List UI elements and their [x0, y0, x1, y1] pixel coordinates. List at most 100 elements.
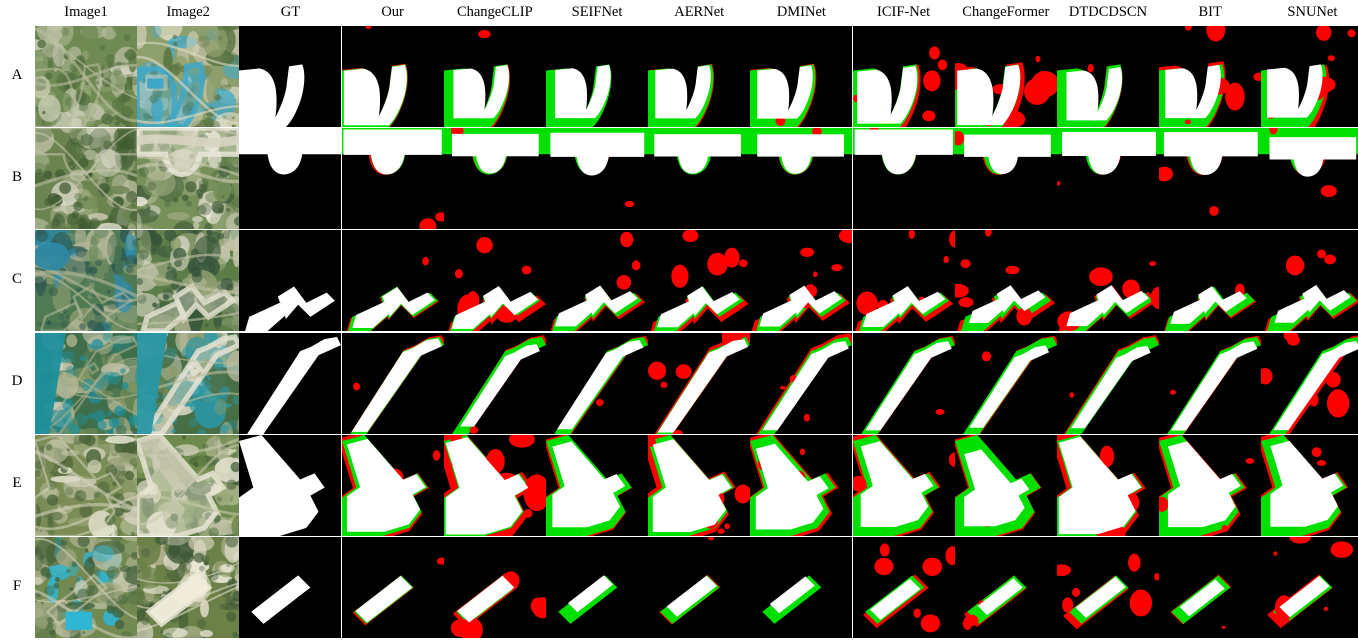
- prediction-mask-C-changeclip: [443, 230, 546, 332]
- prediction-mask-E-changeformer: [954, 434, 1057, 536]
- cell-A-snunet: [1261, 26, 1358, 127]
- cell-D-image1: [35, 332, 137, 434]
- aerial-image-D-image1: [35, 332, 137, 434]
- prediction-mask-D-changeclip: [443, 332, 546, 434]
- prediction-mask-D-icifnet: [852, 332, 955, 434]
- prediction-mask-C-dtdcdscn: [1057, 230, 1159, 332]
- column-header-icifnet: ICIF-Net: [877, 4, 931, 20]
- cell-C-dtdcdscn: [1057, 230, 1159, 332]
- prediction-mask-A-aernet: [648, 26, 751, 127]
- cell-A-seifnet: [546, 26, 648, 127]
- cell-E-snunet: [1261, 434, 1358, 536]
- prediction-mask-F-dminet: [750, 537, 853, 638]
- cell-C-seifnet: [546, 230, 648, 332]
- column-header-our: Our: [381, 4, 404, 20]
- prediction-mask-B-changeformer: [954, 128, 1057, 230]
- prediction-mask-D-changeformer: [954, 332, 1057, 434]
- cell-D-gt: [239, 332, 342, 434]
- aerial-image-A-image1: [35, 26, 137, 127]
- cell-C-aernet: [648, 230, 751, 332]
- prediction-mask-F-our: [341, 537, 444, 638]
- prediction-mask-D-seifnet: [546, 332, 648, 434]
- cell-B-icifnet: [852, 128, 955, 230]
- cell-F-image2: [137, 537, 240, 638]
- column-header-gt: GT: [280, 4, 301, 20]
- ground-truth-mask-A: [239, 26, 342, 127]
- cell-D-snunet: [1261, 332, 1358, 434]
- prediction-mask-F-seifnet: [546, 537, 648, 638]
- aerial-image-A-image2: [137, 26, 240, 127]
- prediction-mask-C-our: [341, 230, 444, 332]
- prediction-mask-A-our: [341, 26, 444, 127]
- prediction-mask-D-dtdcdscn: [1057, 332, 1159, 434]
- prediction-mask-F-dtdcdscn: [1057, 537, 1159, 638]
- cell-D-aernet: [648, 332, 751, 434]
- cell-B-snunet: [1261, 128, 1358, 230]
- prediction-mask-D-snunet: [1261, 332, 1358, 434]
- prediction-mask-F-changeformer: [954, 537, 1057, 638]
- prediction-mask-E-snunet: [1261, 434, 1358, 536]
- cell-C-bit: [1159, 230, 1262, 332]
- prediction-mask-B-seifnet: [546, 128, 648, 230]
- prediction-mask-C-changeformer: [954, 230, 1057, 332]
- cell-B-changeclip: [443, 128, 546, 230]
- prediction-mask-F-snunet: [1261, 537, 1358, 638]
- cell-F-bit: [1159, 537, 1262, 638]
- prediction-mask-F-changeclip: [443, 537, 546, 638]
- aerial-image-B-image1: [35, 128, 137, 230]
- cell-F-dtdcdscn: [1057, 537, 1159, 638]
- prediction-mask-A-snunet: [1261, 26, 1358, 127]
- cell-E-icifnet: [852, 434, 955, 536]
- prediction-mask-B-dminet: [750, 128, 853, 230]
- prediction-mask-E-dtdcdscn: [1057, 434, 1159, 536]
- column-header-bit: BIT: [1198, 4, 1222, 20]
- cell-A-our: [341, 26, 444, 127]
- cell-C-our: [341, 230, 444, 332]
- cell-A-changeclip: [443, 26, 546, 127]
- prediction-mask-A-seifnet: [546, 26, 648, 127]
- cell-E-seifnet: [546, 434, 648, 536]
- prediction-mask-B-our: [341, 128, 444, 230]
- cell-A-image1: [35, 26, 137, 127]
- cell-A-changeformer: [954, 26, 1057, 127]
- prediction-mask-E-aernet: [648, 434, 751, 536]
- row-label-F: F: [12, 577, 22, 594]
- prediction-mask-E-changeclip: [443, 434, 546, 536]
- ground-truth-mask-D: [239, 332, 342, 434]
- prediction-mask-C-bit: [1159, 230, 1262, 332]
- cell-F-gt: [239, 537, 342, 638]
- cell-B-bit: [1159, 128, 1262, 230]
- prediction-mask-C-icifnet: [852, 230, 955, 332]
- prediction-mask-A-bit: [1159, 26, 1262, 127]
- prediction-mask-E-our: [341, 434, 444, 536]
- cell-C-gt: [239, 230, 342, 332]
- cell-B-image2: [137, 128, 240, 230]
- prediction-mask-E-bit: [1159, 434, 1262, 536]
- cell-B-gt: [239, 128, 342, 230]
- aerial-image-E-image1: [35, 434, 137, 536]
- column-header-aernet: AERNet: [674, 4, 725, 20]
- column-header-changeformer: ChangeFormer: [962, 4, 1050, 20]
- cell-B-our: [341, 128, 444, 230]
- aerial-image-B-image2: [137, 128, 240, 230]
- cell-A-aernet: [648, 26, 751, 127]
- prediction-mask-B-snunet: [1261, 128, 1358, 230]
- column-header-dminet: DMINet: [776, 4, 826, 20]
- cell-C-snunet: [1261, 230, 1358, 332]
- ground-truth-mask-C: [239, 230, 342, 332]
- cell-F-dminet: [750, 537, 853, 638]
- cell-F-aernet: [648, 537, 751, 638]
- cell-C-icifnet: [852, 230, 955, 332]
- aerial-image-E-image2: [137, 434, 240, 536]
- cell-A-dminet: [750, 26, 853, 127]
- prediction-mask-F-icifnet: [852, 537, 955, 638]
- cell-A-icifnet: [852, 26, 955, 127]
- prediction-mask-D-dminet: [750, 332, 853, 434]
- aerial-image-D-image2: [137, 332, 240, 434]
- cell-E-our: [341, 434, 444, 536]
- row-label-E: E: [12, 475, 22, 492]
- cell-A-dtdcdscn: [1057, 26, 1159, 127]
- cell-E-changeclip: [443, 434, 546, 536]
- cell-D-our: [341, 332, 444, 434]
